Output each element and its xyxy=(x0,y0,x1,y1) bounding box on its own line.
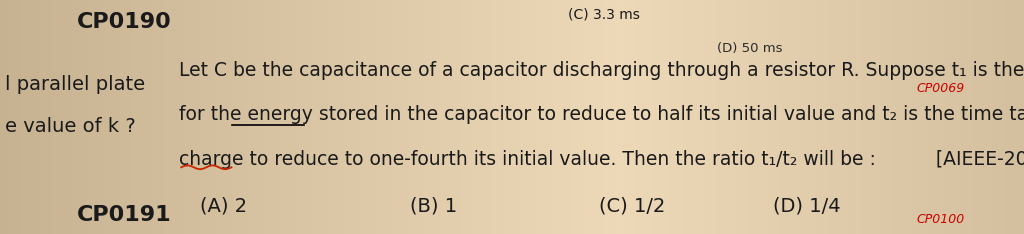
Text: (B) 1: (B) 1 xyxy=(410,196,457,216)
Text: charge to reduce to one-fourth its initial value. Then the ratio t₁/t₂ will be :: charge to reduce to one-fourth its initi… xyxy=(179,150,1024,169)
Text: CP0069: CP0069 xyxy=(916,82,965,95)
Text: Let C be the capacitance of a capacitor discharging through a resistor R. Suppos: Let C be the capacitance of a capacitor … xyxy=(179,61,1024,80)
Text: (A) 2: (A) 2 xyxy=(200,196,247,216)
Text: (D) 1/4: (D) 1/4 xyxy=(773,196,841,216)
Text: e value of k ?: e value of k ? xyxy=(5,117,136,136)
Text: l parallel plate: l parallel plate xyxy=(5,75,145,94)
Text: (D) 50 ms: (D) 50 ms xyxy=(717,42,782,55)
Text: (C) 1/2: (C) 1/2 xyxy=(599,196,666,216)
Text: CP0190: CP0190 xyxy=(77,12,172,32)
Text: CP0100: CP0100 xyxy=(916,213,965,227)
Text: for the energy stored in the capacitor to reduce to half its initial value and t: for the energy stored in the capacitor t… xyxy=(179,105,1024,124)
Text: (C) 3.3 ms: (C) 3.3 ms xyxy=(568,7,640,21)
Text: CP0191: CP0191 xyxy=(77,205,171,225)
